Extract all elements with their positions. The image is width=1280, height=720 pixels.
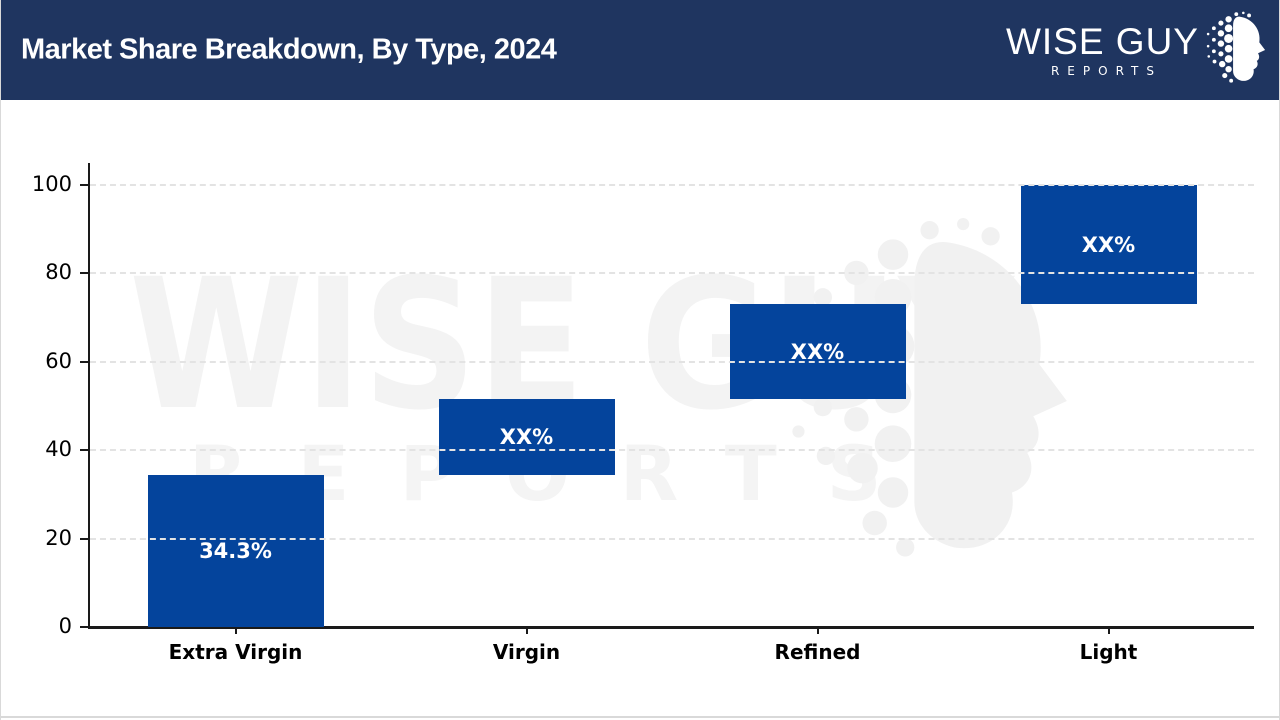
- y-tick-mark: [80, 449, 88, 452]
- x-tick-label-extra-virgin: Extra Virgin: [168, 640, 303, 664]
- x-tick-mark: [525, 628, 528, 634]
- x-tick-label-refined: Refined: [774, 640, 861, 664]
- gridline-40: [90, 449, 1254, 452]
- gridline-80: [90, 272, 1254, 275]
- bar-value-label: XX%: [1081, 232, 1136, 257]
- x-tick-label-light: Light: [1079, 640, 1138, 664]
- wise-guy-logo: WISE GUY REPORTS: [1006, 8, 1267, 92]
- x-axis-line: [88, 626, 1254, 629]
- gridline-60: [90, 360, 1254, 363]
- logo-text: WISE GUY REPORTS: [1005, 21, 1199, 78]
- y-tick-label-100: 100: [31, 172, 72, 197]
- header: Market Share Breakdown, By Type, 2024 WI…: [1, 0, 1279, 100]
- bar-value-label: XX%: [499, 425, 554, 450]
- x-tick-mark: [234, 628, 237, 634]
- chart-title: Market Share Breakdown, By Type, 2024: [21, 33, 557, 66]
- x-tick-mark: [816, 628, 819, 634]
- logo-wordmark: WISE GUY: [1005, 21, 1199, 63]
- y-tick-mark: [80, 626, 88, 628]
- bar-refined: XX%: [729, 304, 906, 400]
- bar-value-label: 34.3%: [199, 539, 272, 564]
- y-tick-label-80: 80: [45, 260, 72, 285]
- logo-subtitle: REPORTS: [1050, 63, 1162, 78]
- y-tick-mark: [80, 360, 88, 363]
- y-tick-mark: [80, 272, 88, 275]
- gridline-20: [90, 537, 1254, 540]
- plot-area: 34.3% XX% XX% XX% 0 20 40 60 80 100 Extra Virgin…: [32, 163, 1254, 664]
- y-tick-label-60: 60: [45, 348, 72, 373]
- x-tick-label-virgin: Virgin: [492, 640, 561, 664]
- gridline-100: [90, 184, 1254, 187]
- y-tick-mark: [80, 184, 88, 187]
- y-axis-line: [88, 163, 90, 629]
- y-tick-label-20: 20: [45, 525, 72, 550]
- y-tick-label-40: 40: [45, 437, 72, 462]
- bar-extra-virgin: 34.3%: [147, 475, 324, 627]
- bar-light: XX%: [1020, 185, 1197, 305]
- y-tick-mark: [80, 537, 88, 540]
- bar-virgin: XX%: [438, 399, 615, 476]
- logo-head-icon: [1206, 11, 1266, 83]
- x-tick-mark: [1107, 628, 1110, 634]
- bottom-border: [1, 716, 1279, 718]
- y-tick-label-0: 0: [58, 614, 72, 638]
